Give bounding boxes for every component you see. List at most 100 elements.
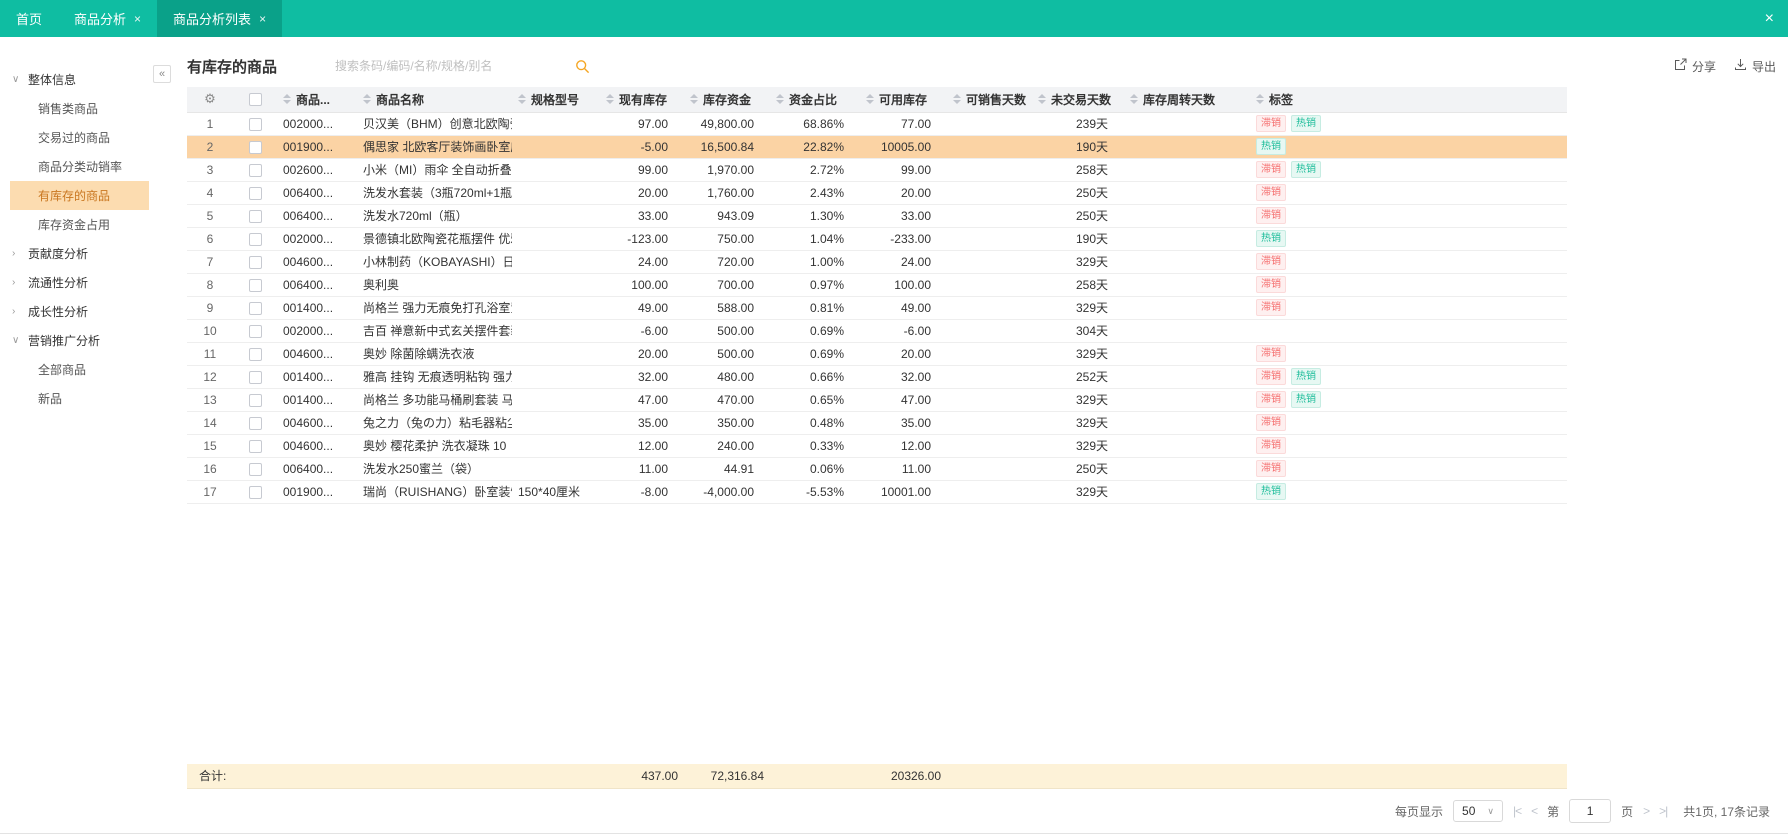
- table-row[interactable]: 15 004600... 奥妙 樱花柔护 洗衣凝珠 10 12.00 240.00 0.3…: [187, 434, 1567, 458]
- sort-icon[interactable]: [1256, 94, 1264, 105]
- cell-turnover_days: [1124, 434, 1250, 458]
- sort-icon[interactable]: [606, 94, 614, 105]
- table-row[interactable]: 16 006400... 洗发水250蜜兰（袋） 11.00 44.91 0.06% 11.…: [187, 457, 1567, 481]
- row-checkbox[interactable]: [248, 301, 262, 315]
- column-header-fund[interactable]: 库存资金: [684, 87, 770, 113]
- sort-icon[interactable]: [518, 94, 526, 105]
- per-page-select[interactable]: 50 ∨: [1453, 800, 1503, 822]
- row-checkbox[interactable]: [248, 163, 262, 177]
- row-checkbox[interactable]: [248, 462, 262, 476]
- gear-icon[interactable]: ⚙: [204, 91, 216, 107]
- prev-page-button[interactable]: <: [1531, 804, 1538, 818]
- sidebar-item-流通性分析[interactable]: › 流通性分析: [10, 268, 149, 297]
- cell-code: 002600...: [277, 158, 357, 182]
- sidebar-item-贡献度分析[interactable]: › 贡献度分析: [10, 239, 149, 268]
- sort-icon[interactable]: [866, 94, 874, 105]
- sort-icon[interactable]: [1130, 94, 1138, 105]
- sidebar-collapse-button[interactable]: «: [153, 65, 171, 83]
- tab-首页[interactable]: 首页: [0, 0, 58, 37]
- sort-icon[interactable]: [690, 94, 698, 105]
- column-header-spec[interactable]: 规格型号: [512, 87, 600, 113]
- sort-icon[interactable]: [283, 94, 291, 105]
- row-checkbox[interactable]: [248, 324, 262, 338]
- table-row[interactable]: 17 001900... 瑞尚（RUISHANG）卧室装饰 150*40厘米 -8.00…: [187, 480, 1567, 504]
- row-checkbox[interactable]: [248, 439, 262, 453]
- row-checkbox-cell: [233, 112, 277, 136]
- cell-name: 奥妙 除菌除螨洗衣液: [357, 342, 512, 366]
- window-close-icon[interactable]: ×: [1764, 9, 1774, 27]
- sidebar-item-交易过的商品[interactable]: 交易过的商品: [10, 123, 149, 152]
- sort-icon[interactable]: [1038, 94, 1046, 105]
- table-row[interactable]: 9 001400... 尚格兰 强力无痕免打孔浴室置 49.00 588.00 0.81%…: [187, 296, 1567, 320]
- select-all-header: [233, 87, 277, 113]
- table-row[interactable]: 5 006400... 洗发水720ml（瓶） 33.00 943.09 1.30% 33.…: [187, 204, 1567, 228]
- column-header-no_trade_days[interactable]: 未交易天数: [1032, 87, 1124, 113]
- column-header-ratio[interactable]: 资金占比: [770, 87, 860, 113]
- tab-商品分析列表[interactable]: 商品分析列表 ×: [157, 0, 283, 37]
- table-row[interactable]: 13 001400... 尚格兰 多功能马桶刷套装 马桶 47.00 470.00 0.6…: [187, 388, 1567, 412]
- row-index: 4: [187, 181, 233, 205]
- row-checkbox[interactable]: [248, 186, 262, 200]
- sidebar-item-商品分类动销率[interactable]: 商品分类动销率: [10, 152, 149, 181]
- table-row[interactable]: 7 004600... 小林制药（KOBAYASHI）日本 24.00 720.00 1.…: [187, 250, 1567, 274]
- tab-close-icon[interactable]: ×: [259, 11, 267, 26]
- sort-icon[interactable]: [363, 94, 371, 105]
- row-checkbox[interactable]: [248, 485, 262, 499]
- row-checkbox[interactable]: [248, 140, 262, 154]
- export-icon: [1734, 58, 1747, 74]
- column-header-tags[interactable]: 标签: [1250, 87, 1350, 113]
- cell-tags: 滞销: [1250, 250, 1350, 274]
- row-checkbox[interactable]: [248, 393, 262, 407]
- cell-tags: 滞销: [1250, 342, 1350, 366]
- search-icon[interactable]: [575, 59, 590, 74]
- table-row[interactable]: 6 002000... 景德镇北欧陶瓷花瓶摆件 优雅 -123.00 750.00 1.0…: [187, 227, 1567, 251]
- sidebar-item-销售类商品[interactable]: 销售类商品: [10, 94, 149, 123]
- table-row[interactable]: 4 006400... 洗发水套装（3瓶720ml+1瓶） 20.00 1,760.00…: [187, 181, 1567, 205]
- table-row[interactable]: 8 006400... 奥利奥 100.00 700.00 0.97% 100.00 258天…: [187, 273, 1567, 297]
- row-checkbox[interactable]: [248, 370, 262, 384]
- sidebar-item-成长性分析[interactable]: › 成长性分析: [10, 297, 149, 326]
- table-row[interactable]: 14 004600... 兔之力（兔の力）粘毛器粘尘 35.00 350.00 0.48%…: [187, 411, 1567, 435]
- row-checkbox[interactable]: [248, 347, 262, 361]
- sort-icon[interactable]: [776, 94, 784, 105]
- row-checkbox[interactable]: [248, 416, 262, 430]
- column-header-code[interactable]: 商品...: [277, 87, 357, 113]
- table-row[interactable]: 11 004600... 奥妙 除菌除螨洗衣液 20.00 500.00 0.69% 20.…: [187, 342, 1567, 366]
- table-row[interactable]: 1 002000...贝汉美（BHM）创意北欧陶瓷花瓶 97.0049,800.00…: [187, 112, 1567, 136]
- share-button[interactable]: 分享: [1674, 58, 1716, 75]
- row-checkbox[interactable]: [248, 255, 262, 269]
- column-header-sell_days[interactable]: 可销售天数: [947, 87, 1032, 113]
- last-page-button[interactable]: >|: [1659, 804, 1668, 818]
- table-row[interactable]: 12 001400... 雅高 挂钩 无痕透明粘钩 强力 32.00 480.00 0.6…: [187, 365, 1567, 389]
- sidebar-item-有库存的商品[interactable]: 有库存的商品: [10, 181, 149, 210]
- sidebar-item-整体信息[interactable]: ∨ 整体信息: [10, 65, 149, 94]
- sidebar-item-营销推广分析[interactable]: ∨ 营销推广分析: [10, 326, 149, 355]
- next-page-button[interactable]: >: [1643, 804, 1650, 818]
- tab-close-icon[interactable]: ×: [134, 11, 142, 26]
- cell-fund: 350.00: [684, 411, 770, 435]
- column-header-name[interactable]: 商品名称: [357, 87, 512, 113]
- table-row[interactable]: 2 001900...偶思家 北欧客厅装饰画卧室床头 -5.0016,500.842…: [187, 135, 1567, 159]
- row-checkbox[interactable]: [248, 278, 262, 292]
- search-input[interactable]: [335, 59, 576, 73]
- row-checkbox[interactable]: [248, 209, 262, 223]
- column-header-available[interactable]: 可用库存: [860, 87, 947, 113]
- row-checkbox[interactable]: [248, 232, 262, 246]
- column-settings-header[interactable]: ⚙: [187, 87, 233, 113]
- table-row[interactable]: 10 002000... 吉百 禅意新中式玄关摆件套装 -6.00 500.00 0.69…: [187, 319, 1567, 343]
- column-header-stock[interactable]: 现有库存: [600, 87, 684, 113]
- page-input[interactable]: [1569, 799, 1612, 823]
- table-row[interactable]: 3 002600... 小米（MI）雨伞 全自动折叠 99.00 1,970.00 2.7…: [187, 158, 1567, 182]
- column-header-turnover_days[interactable]: 库存周转天数: [1124, 87, 1250, 113]
- export-button[interactable]: 导出: [1734, 58, 1776, 75]
- select-all-checkbox[interactable]: [248, 93, 262, 107]
- sort-icon[interactable]: [953, 94, 961, 105]
- row-checkbox[interactable]: [248, 117, 262, 131]
- row-index: 17: [187, 480, 233, 504]
- cell-spec: [512, 112, 600, 136]
- sidebar-item-库存资金占用[interactable]: 库存资金占用: [10, 210, 149, 239]
- first-page-button[interactable]: |<: [1512, 804, 1522, 818]
- sidebar-item-全部商品[interactable]: 全部商品: [10, 355, 149, 384]
- sidebar-item-新品[interactable]: 新品: [10, 384, 149, 413]
- tab-商品分析[interactable]: 商品分析 ×: [58, 0, 157, 37]
